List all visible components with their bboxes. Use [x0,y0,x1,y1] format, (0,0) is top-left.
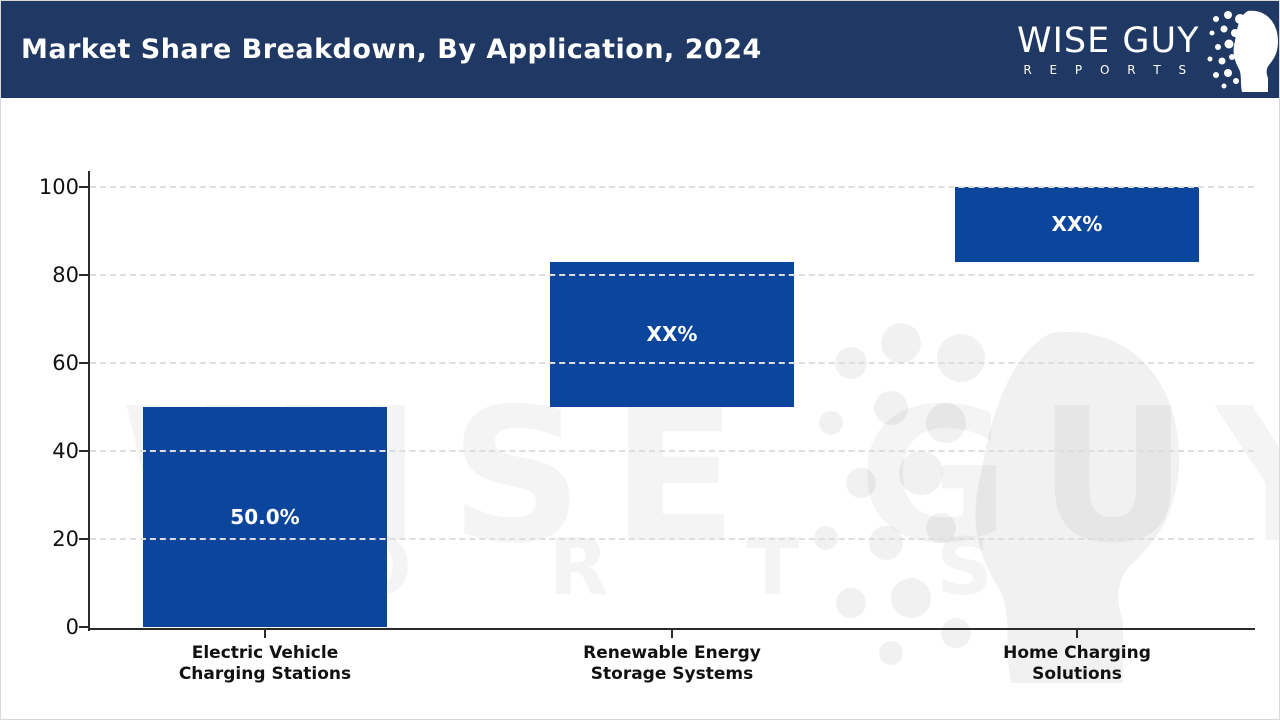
y-axis-line [88,171,90,631]
bar-segment: XX% [955,187,1199,262]
category-label: Renewable Energy Storage Systems [583,643,761,685]
y-tick-mark [79,626,88,628]
y-tick-label: 40 [52,439,79,463]
x-tick-mark [671,630,673,638]
y-tick-label: 80 [52,263,79,287]
y-tick-mark [79,362,88,364]
x-tick-mark [1076,630,1078,638]
gridline [90,186,1254,188]
x-tick-mark [264,630,266,638]
logo-wordmark: WISE GUY [1017,20,1200,61]
gridline [90,274,1254,276]
x-axis-line [88,628,1255,630]
y-tick-label: 100 [38,175,79,199]
y-tick-mark [79,450,88,452]
y-tick-mark [79,538,88,540]
header-band: Market Share Breakdown, By Application, … [1,1,1279,98]
category-label: Home Charging Solutions [1003,643,1151,685]
bar-segment: 50.0% [143,407,387,627]
bar-value-label: XX% [1051,212,1103,237]
y-tick-mark [79,186,88,188]
gridline [90,450,1254,452]
logo-text: WISE GUY R E P O R T S [1017,20,1200,77]
gridline [90,362,1254,364]
watermark-face [814,323,1180,683]
logo-face-icon [1207,10,1278,92]
y-tick-mark [79,274,88,276]
y-tick-label: 0 [65,615,79,639]
chart-title: Market Share Breakdown, By Application, … [21,34,762,65]
plot-area: WISE GUY P O R T S 02040608010050.0%Elec… [1,98,1279,719]
wise-guy-logo: WISE GUY R E P O R T S [1017,7,1278,92]
bar-value-label: XX% [646,322,698,347]
y-tick-label: 60 [52,351,79,375]
y-tick-label: 20 [52,527,79,551]
bar-value-label: 50.0% [230,505,300,529]
logo-subtitle: R E P O R T S [1023,62,1194,77]
category-label: Electric Vehicle Charging Stations [178,643,352,685]
gridline [90,538,1254,540]
bar-segment: XX% [550,261,794,407]
